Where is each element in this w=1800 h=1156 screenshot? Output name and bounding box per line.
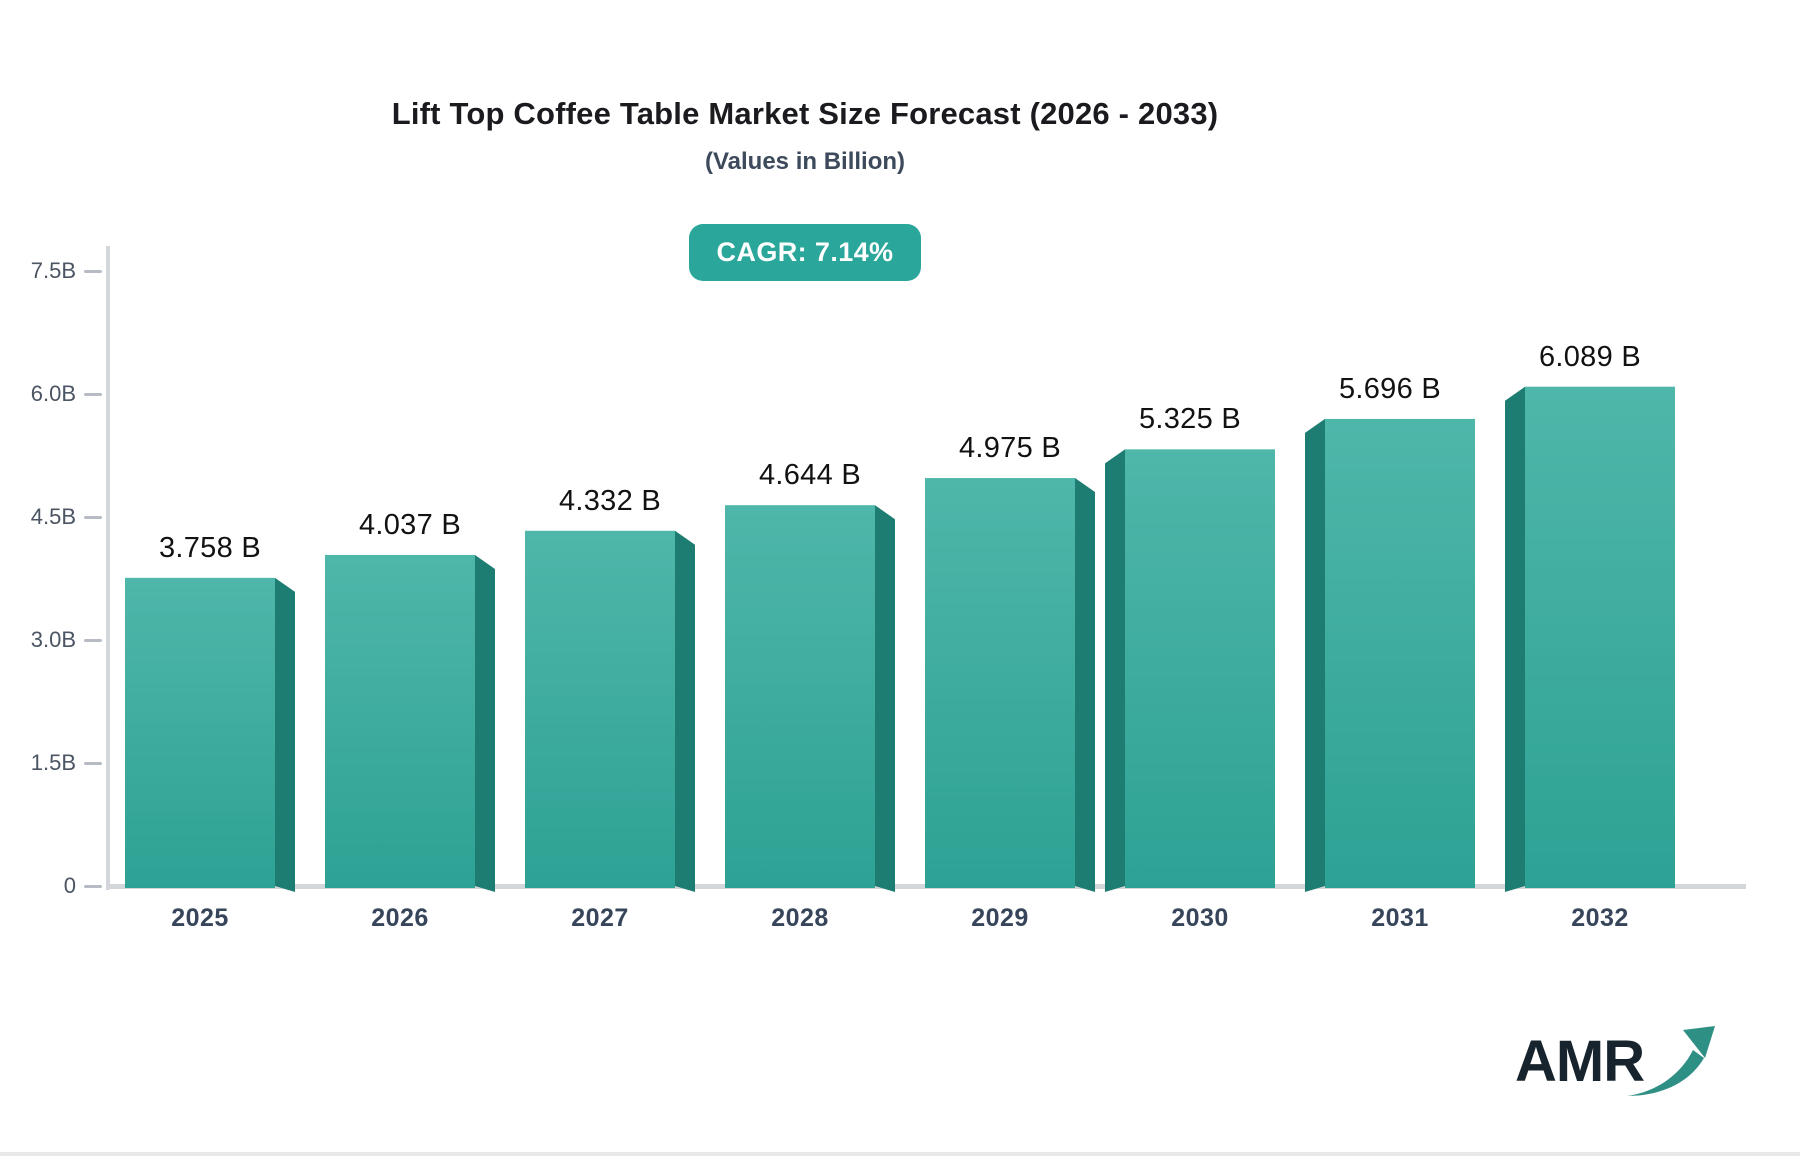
y-axis-line xyxy=(106,246,110,890)
y-tick-label: 4.5B xyxy=(30,504,76,529)
bar-value-label-2030: 5.325 B xyxy=(1138,403,1242,436)
y-tick-mark xyxy=(84,762,102,765)
y-tick-mark xyxy=(84,270,102,273)
cagr-badge: CAGR: 7.14% xyxy=(688,224,922,281)
bar-3d-side-2025 xyxy=(275,577,295,892)
y-tick-mark xyxy=(84,885,102,888)
bar-value-label-2027: 4.332 B xyxy=(558,484,662,517)
x-tick-label-2032: 2032 xyxy=(1571,904,1629,932)
bar-3d-side-2028 xyxy=(875,505,895,892)
bar-3d-side-2031 xyxy=(1305,418,1325,892)
chart-title: Lift Top Coffee Table Market Size Foreca… xyxy=(391,96,1219,131)
x-tick-label-2029: 2029 xyxy=(971,904,1029,932)
bar-2029 xyxy=(925,478,1075,888)
y-tick-mark xyxy=(84,639,102,642)
x-tick-label-2031: 2031 xyxy=(1371,904,1429,932)
bar-3d-side-2026 xyxy=(475,554,495,892)
growth-arrow-icon xyxy=(1627,1026,1715,1096)
y-tick-label: 7.5B xyxy=(30,258,76,283)
amr-logo-text: AMR xyxy=(1515,1029,1645,1094)
bar-3d-side-2030 xyxy=(1105,449,1125,892)
x-tick-label-2025: 2025 xyxy=(171,904,229,932)
bar-2027 xyxy=(525,530,675,888)
bar-value-label-2025: 3.758 B xyxy=(158,531,262,564)
y-tick-mark xyxy=(84,516,102,519)
y-tick-label: 1.5B xyxy=(30,750,76,775)
chart-subtitle: (Values in Billion) xyxy=(704,148,906,175)
y-tick-mark xyxy=(84,393,102,396)
bar-value-label-2026: 4.037 B xyxy=(358,508,462,541)
bar-2030 xyxy=(1125,449,1275,888)
bar-2025 xyxy=(125,577,275,888)
bar-3d-side-2027 xyxy=(675,530,695,892)
amr-logo: AMR xyxy=(1515,1024,1715,1104)
x-tick-label-2030: 2030 xyxy=(1171,904,1229,932)
cagr-badge-band: CAGR: 7.14% xyxy=(0,224,1610,281)
bar-value-label-2029: 4.975 B xyxy=(958,432,1062,465)
bar-2031 xyxy=(1325,418,1475,888)
bar-3d-side-2032 xyxy=(1505,386,1525,892)
bar-3d-side-2029 xyxy=(1075,478,1095,892)
bar-2028 xyxy=(725,505,875,888)
y-tick-label: 3.0B xyxy=(30,627,76,652)
bar-value-label-2028: 4.644 B xyxy=(758,459,862,492)
y-tick-label: 6.0B xyxy=(30,381,76,406)
x-tick-label-2028: 2028 xyxy=(771,904,829,932)
bar-value-label-2031: 5.696 B xyxy=(1338,372,1442,405)
y-tick-label: 0 xyxy=(63,873,76,898)
x-tick-label-2026: 2026 xyxy=(371,904,429,932)
x-tick-label-2027: 2027 xyxy=(571,904,629,932)
bar-2026 xyxy=(325,554,475,888)
bar-value-label-2032: 6.089 B xyxy=(1538,340,1642,373)
bar-2032 xyxy=(1525,386,1675,888)
